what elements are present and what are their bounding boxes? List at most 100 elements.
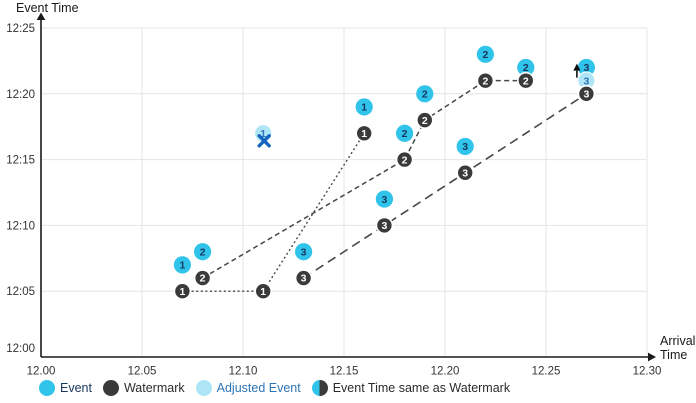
event-marker-3: 3 (456, 137, 474, 156)
watermark-line-1 (182, 132, 365, 292)
marker-number: 3 (583, 89, 589, 101)
marker-number: 2 (482, 75, 488, 87)
event-circle (476, 45, 494, 63)
x-axis-title: Arrival Time (660, 334, 695, 362)
event-circle (456, 137, 474, 156)
x-tick-label: 12.15 (330, 366, 359, 378)
marker-number: 2 (482, 49, 488, 61)
x-tick-label: 12.20 (431, 366, 460, 378)
marker-number: 3 (381, 194, 387, 206)
event-marker-2: 2 (476, 45, 494, 63)
chart-legend: Event Watermark Adjusted Event Event Time s… (39, 380, 510, 396)
event-circle (517, 58, 535, 77)
watermark-markers: 1 1 1 2 2 2 2 2 3 3 3 3 (173, 71, 596, 301)
x-axis-arrow-icon (648, 352, 656, 362)
x-axis-title-line2: Time (660, 348, 688, 362)
marker-number: 2 (523, 62, 529, 74)
legend-label: Adjusted Event (216, 381, 301, 395)
watermark-circle (254, 282, 273, 301)
legend-watermark-swatch-icon (102, 380, 119, 396)
watermark-marker-2: 2 (395, 150, 414, 169)
legend-half-swatch-icon (311, 380, 328, 396)
event-circle (396, 124, 414, 142)
marker-number: 3 (301, 273, 307, 285)
watermark-circle (173, 282, 192, 301)
event-circle (295, 243, 313, 261)
event-circle (355, 98, 373, 116)
x-tick-label: 12.30 (633, 366, 662, 378)
watermark-marker-2: 2 (193, 269, 212, 287)
watermark-marker-1: 1 (254, 282, 273, 301)
watermark-marker-3: 3 (577, 85, 596, 103)
marker-number: 3 (583, 62, 589, 74)
x-tick-label: 12.00 (27, 366, 56, 378)
watermark-circle (375, 216, 394, 235)
legend-event-swatch-icon (39, 380, 55, 396)
annotations (257, 63, 581, 148)
event-marker-1: 1 (173, 256, 191, 274)
watermark-circle (456, 163, 475, 182)
marker-number: 3 (462, 167, 468, 179)
watermark-line-3 (303, 93, 587, 279)
marker-number: 1 (260, 286, 266, 298)
axes (36, 12, 656, 362)
watermark-marker-1: 1 (173, 282, 192, 301)
event-marker-1: 1 (355, 98, 373, 116)
marker-number: 3 (462, 141, 468, 153)
marker-number: 2 (402, 154, 408, 166)
y-tick-label: 12:10 (6, 220, 35, 232)
marker-number: 3 (301, 246, 307, 258)
legend-label: Event Time same as Watermark (332, 381, 511, 395)
event-marker-3: 3 (577, 58, 596, 77)
marker-number: 1 (179, 286, 185, 298)
y-axis-title: Event Time (16, 1, 79, 15)
x-tick-label: 12.25 (532, 366, 561, 378)
marker-number: 3 (583, 75, 589, 87)
y-tick-label: 12:15 (6, 155, 35, 167)
watermark-marker-3: 3 (294, 269, 313, 287)
tick-labels: 12.00 12.05 12.10 12.15 12.20 12.25 12.30 12:00… (6, 23, 661, 378)
gridlines (41, 27, 648, 357)
event-marker-3: 3 (295, 243, 313, 261)
marker-number: 2 (523, 75, 529, 87)
watermark-circle (193, 269, 212, 287)
marker-number: 2 (200, 246, 206, 258)
event-circle (194, 243, 212, 261)
legend-item-adjusted: Adjusted Event (195, 380, 301, 396)
y-tick-label: 12:25 (6, 23, 35, 35)
marker-number: 1 (361, 128, 367, 140)
y-tick-label: 12:05 (6, 286, 35, 298)
x-tick-label: 12.10 (229, 366, 258, 378)
marker-number: 2 (200, 273, 206, 285)
watermark-circle (577, 85, 596, 103)
watermark-marker-2: 2 (415, 111, 434, 129)
marker-number: 2 (422, 115, 428, 127)
event-circle (577, 58, 596, 77)
legend-item-half: Event Time same as Watermark (311, 380, 511, 396)
adjusted-markers: 13 (254, 71, 596, 143)
event-marker-2: 2 (416, 85, 434, 103)
marker-number: 2 (402, 128, 408, 140)
event-marker-2: 2 (396, 124, 414, 142)
event-circle (375, 190, 393, 208)
legend-label: Watermark (123, 381, 185, 395)
legend-item-event: Event (39, 380, 92, 396)
watermark-marker-3: 3 (456, 163, 475, 182)
event-circle (173, 256, 191, 274)
watermark-marker-3: 3 (375, 216, 394, 235)
event-circle (416, 85, 434, 103)
y-tick-label: 12:20 (6, 89, 35, 101)
watermark-marker-2: 2 (476, 71, 495, 90)
legend-item-watermark: Watermark (102, 380, 185, 396)
y-tick-label: 12:00 (6, 343, 35, 355)
marker-number: 3 (381, 220, 387, 232)
watermark-circle (355, 124, 374, 143)
dropped-event-x-icon (257, 134, 271, 148)
marker-number: 1 (361, 102, 367, 114)
legend-label: Event (60, 381, 92, 395)
watermark-marker-2: 2 (516, 71, 535, 90)
y-axis-arrow-icon (36, 12, 46, 20)
watermark-circle (476, 71, 495, 90)
